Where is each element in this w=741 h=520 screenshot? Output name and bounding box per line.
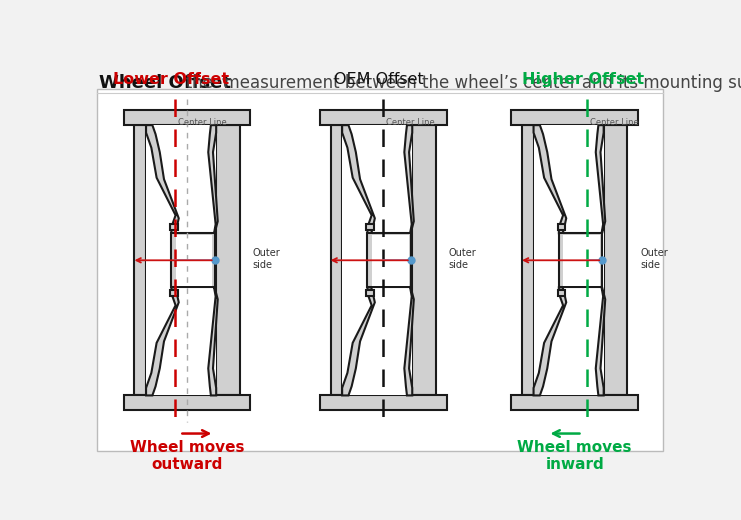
Polygon shape xyxy=(534,125,604,395)
Polygon shape xyxy=(522,125,534,395)
Polygon shape xyxy=(342,288,375,395)
Polygon shape xyxy=(176,235,213,286)
Polygon shape xyxy=(134,125,146,395)
Text: Wheel moves
outward: Wheel moves outward xyxy=(130,440,245,472)
Polygon shape xyxy=(596,288,605,395)
Polygon shape xyxy=(320,110,447,125)
Text: Wheel moves
inward: Wheel moves inward xyxy=(517,440,632,472)
Polygon shape xyxy=(372,235,408,286)
Polygon shape xyxy=(208,288,218,395)
Polygon shape xyxy=(405,288,413,395)
Polygon shape xyxy=(124,110,250,125)
Polygon shape xyxy=(405,125,413,233)
Polygon shape xyxy=(604,125,628,395)
Polygon shape xyxy=(511,110,638,125)
Polygon shape xyxy=(366,290,373,296)
Text: Center Line: Center Line xyxy=(386,118,435,127)
Text: Wheel Offset: Wheel Offset xyxy=(99,74,231,92)
Text: Center Line: Center Line xyxy=(591,118,639,127)
Polygon shape xyxy=(216,125,240,395)
Polygon shape xyxy=(320,395,447,410)
Text: Center Line: Center Line xyxy=(178,118,227,127)
Polygon shape xyxy=(596,125,605,233)
Polygon shape xyxy=(534,288,566,395)
Polygon shape xyxy=(146,125,179,233)
Text: Higher Offset: Higher Offset xyxy=(522,72,645,87)
Text: Outer
side: Outer side xyxy=(640,248,668,269)
Polygon shape xyxy=(208,125,218,233)
Text: OEM Offset: OEM Offset xyxy=(334,72,425,87)
Polygon shape xyxy=(558,224,565,230)
FancyBboxPatch shape xyxy=(96,89,663,451)
Polygon shape xyxy=(146,125,216,395)
Polygon shape xyxy=(366,224,373,230)
Polygon shape xyxy=(563,235,600,286)
Polygon shape xyxy=(534,125,566,233)
Polygon shape xyxy=(511,395,638,410)
Polygon shape xyxy=(368,233,411,288)
Polygon shape xyxy=(170,224,178,230)
Text: Lower Offset: Lower Offset xyxy=(113,72,229,87)
Polygon shape xyxy=(412,125,436,395)
Polygon shape xyxy=(171,233,215,288)
Text: the  measurement between the wheel’s center and its mounting surface: the measurement between the wheel’s cent… xyxy=(170,74,741,92)
Polygon shape xyxy=(146,288,179,395)
Polygon shape xyxy=(558,290,565,296)
Text: Outer
side: Outer side xyxy=(449,248,476,269)
Polygon shape xyxy=(170,290,178,296)
Polygon shape xyxy=(559,233,602,288)
Polygon shape xyxy=(342,125,412,395)
Polygon shape xyxy=(124,395,250,410)
Polygon shape xyxy=(330,125,342,395)
Text: Outer
side: Outer side xyxy=(253,248,281,269)
Polygon shape xyxy=(342,125,375,233)
